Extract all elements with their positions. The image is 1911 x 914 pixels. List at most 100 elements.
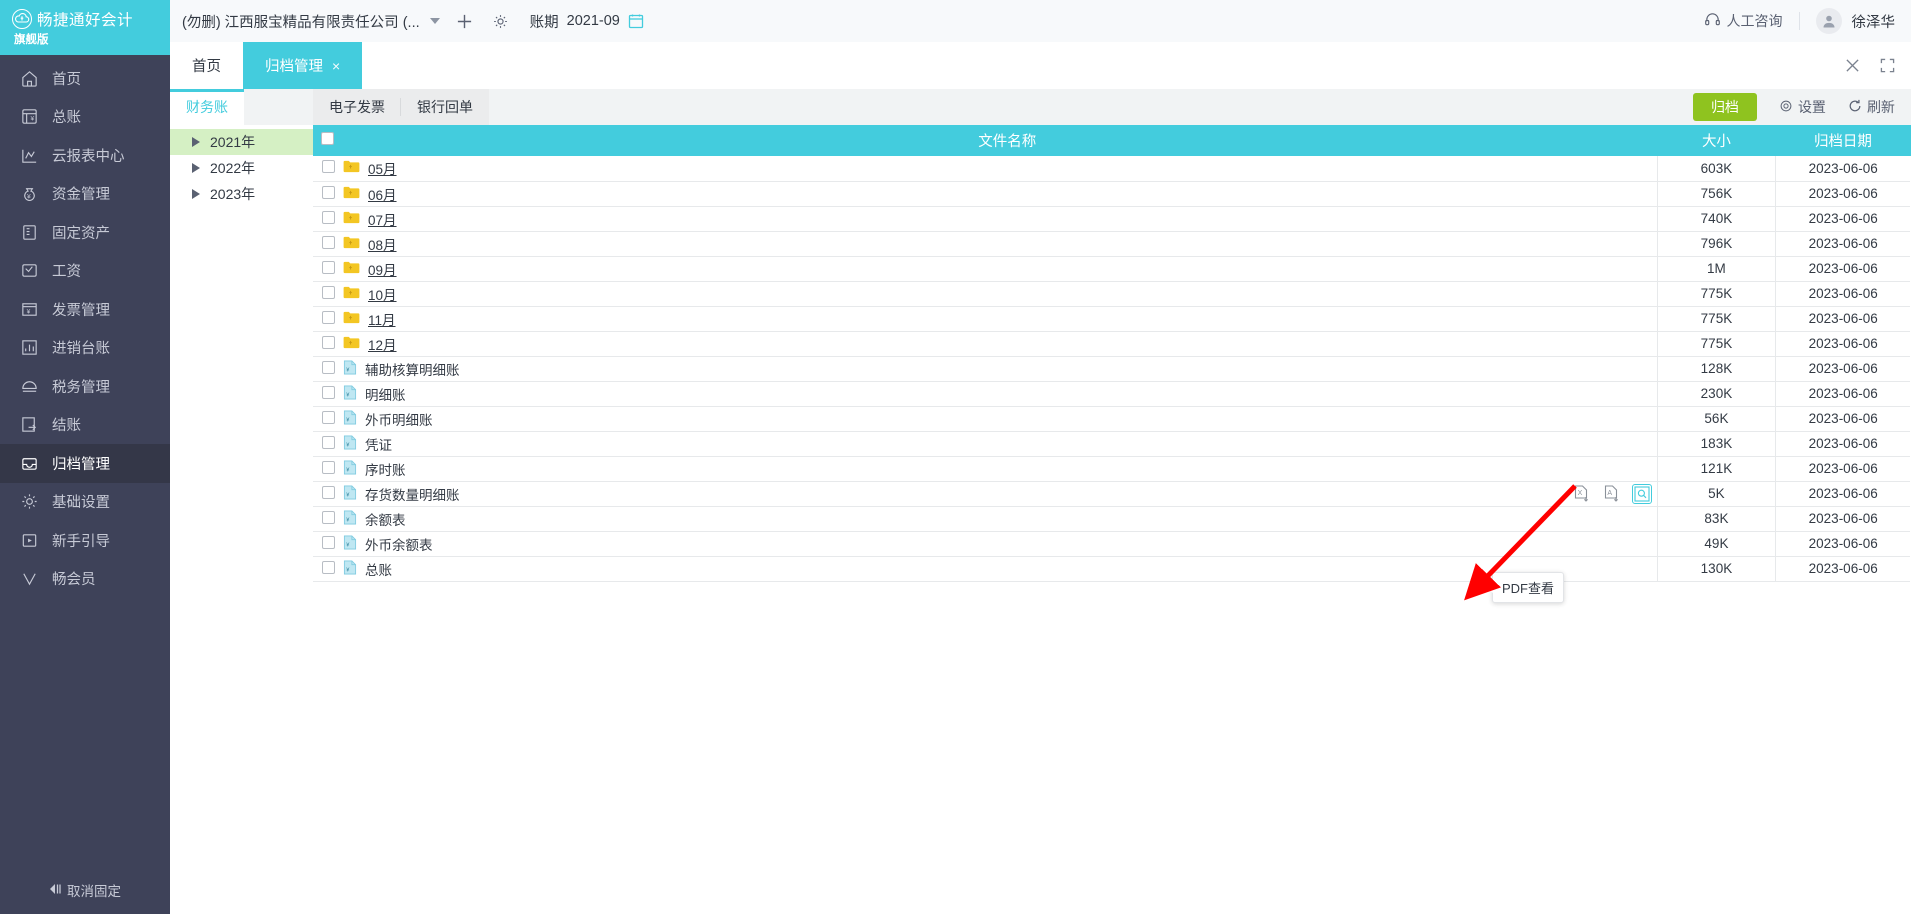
calendar-icon[interactable] [628, 13, 644, 29]
sidebar-item-label: 资金管理 [52, 187, 110, 204]
sidebar-item-cloud-report[interactable]: 云报表中心 [0, 136, 170, 175]
company-selector[interactable]: (勿删) 江西服宝精品有限责任公司 (... [182, 11, 440, 32]
table-row[interactable]: 07月 740K 2023-06-06 [313, 206, 1911, 232]
row-checkbox[interactable] [321, 185, 335, 199]
period-selector[interactable]: 账期 2021-09 [530, 11, 644, 32]
row-checkbox[interactable] [321, 410, 335, 424]
archive-date: 2023-06-06 [1774, 406, 1911, 432]
row-checkbox[interactable] [321, 210, 335, 224]
archive-button[interactable]: 归档 [1692, 93, 1757, 121]
row-checkbox[interactable] [321, 335, 335, 349]
file-name[interactable]: 存货数量明细账 [365, 487, 460, 503]
sidebar-item-stock-ledger[interactable]: 进销台账 [0, 329, 170, 368]
chevron-right-icon[interactable] [192, 137, 200, 147]
sidebar-item-archive-management[interactable]: 归档管理 [0, 444, 170, 483]
column-header-date[interactable]: 归档日期 [1775, 125, 1911, 156]
file-name[interactable]: 05月 [368, 162, 397, 178]
file-name[interactable]: 总账 [365, 562, 392, 578]
support-button[interactable]: 人工咨询 [1704, 11, 1783, 31]
sidebar-item-payroll[interactable]: 工资 [0, 252, 170, 291]
subtab-e-invoice[interactable]: 电子发票 [313, 89, 401, 125]
file-name[interactable]: 辅助核算明细账 [365, 362, 460, 378]
sidebar-item-checkout[interactable]: 结账 [0, 406, 170, 445]
sidebar-item-home[interactable]: 首页 [0, 59, 170, 98]
table-row[interactable]: ¥ 外币余额表 49K 2023-06-06 [313, 531, 1911, 557]
user-menu[interactable]: 徐泽华 [1815, 8, 1895, 34]
row-checkbox[interactable] [321, 235, 335, 249]
file-name[interactable]: 06月 [368, 187, 397, 203]
table-row[interactable]: 06月 756K 2023-06-06 [313, 181, 1911, 207]
table-row[interactable]: 10月 775K 2023-06-06 [313, 281, 1911, 307]
row-checkbox[interactable] [321, 460, 335, 474]
chevron-right-icon[interactable] [192, 163, 200, 173]
fullscreen-icon[interactable] [1880, 58, 1895, 73]
refresh-button[interactable]: 刷新 [1848, 97, 1895, 117]
close-icon[interactable] [1845, 58, 1860, 73]
file-name[interactable]: 凭证 [365, 437, 392, 453]
select-all-checkbox[interactable] [321, 132, 335, 145]
column-header-size[interactable]: 大小 [1657, 125, 1776, 156]
row-checkbox[interactable] [321, 560, 335, 574]
file-name[interactable]: 余额表 [365, 512, 406, 528]
sidebar-item-tax-management[interactable]: 税务管理 [0, 367, 170, 406]
sidebar-item-general-ledger[interactable]: ¥ 总账 [0, 98, 170, 137]
file-name[interactable]: 08月 [368, 237, 397, 253]
sidebar-item-fund-management[interactable]: ¥ 资金管理 [0, 175, 170, 214]
table-row[interactable]: 05月 603K 2023-06-06 [313, 156, 1911, 182]
excel-download-icon[interactable]: X [1573, 484, 1591, 503]
table-row[interactable]: ¥ 外币明细账 56K 2023-06-06 [313, 406, 1911, 432]
add-account-set-icon[interactable] [454, 10, 476, 32]
table-row[interactable]: ¥ 凭证 183K 2023-06-06 [313, 431, 1911, 457]
table-row[interactable]: ¥ 存货数量明细账 X A 5K 2023-06-06 [313, 481, 1911, 507]
table-row[interactable]: 12月 775K 2023-06-06 [313, 331, 1911, 357]
file-name[interactable]: 序时账 [365, 462, 406, 478]
file-name[interactable]: 11月 [368, 312, 396, 328]
table-row[interactable]: ¥ 余额表 83K 2023-06-06 [313, 506, 1911, 532]
tree-node-2022[interactable]: 2022年 [170, 155, 313, 181]
subtab-bank-receipt[interactable]: 银行回单 [401, 89, 489, 125]
table-row[interactable]: ¥ 总账 130K 2023-06-06 [313, 556, 1911, 582]
row-checkbox[interactable] [321, 435, 335, 449]
table-row[interactable]: 09月 1M 2023-06-06 [313, 256, 1911, 282]
tab-archive-management[interactable]: 归档管理 × [243, 42, 363, 89]
table-row[interactable]: ¥ 明细账 230K 2023-06-06 [313, 381, 1911, 407]
file-name[interactable]: 10月 [368, 287, 397, 303]
row-checkbox[interactable] [321, 160, 335, 174]
pdf-preview-icon[interactable] [1631, 483, 1652, 504]
tree-node-2023[interactable]: 2023年 [170, 181, 313, 207]
file-name[interactable]: 外币明细账 [365, 412, 433, 428]
file-name[interactable]: 07月 [368, 212, 397, 228]
file-name[interactable]: 12月 [368, 337, 397, 353]
sidebar-item-vip-member[interactable]: 畅会员 [0, 560, 170, 599]
row-checkbox[interactable] [321, 385, 335, 399]
subtab-financial-books[interactable]: 财务账 [170, 89, 244, 125]
tree-node-2021[interactable]: 2021年 [170, 129, 313, 155]
file-name[interactable]: 明细账 [365, 387, 406, 403]
sidebar-item-beginner-guide[interactable]: 新手引导 [0, 521, 170, 560]
table-row[interactable]: ¥ 序时账 121K 2023-06-06 [313, 456, 1911, 482]
folder-icon [343, 336, 360, 352]
sidebar-item-fixed-assets[interactable]: 固定资产 [0, 213, 170, 252]
column-header-name[interactable]: 文件名称 [343, 125, 1658, 156]
pdf-download-icon[interactable]: A [1603, 484, 1621, 503]
row-checkbox[interactable] [321, 510, 335, 524]
file-name[interactable]: 外币余额表 [365, 537, 433, 553]
tab-home[interactable]: 首页 [170, 42, 243, 89]
settings-gear-icon[interactable] [490, 10, 512, 32]
row-checkbox[interactable] [321, 285, 335, 299]
table-row[interactable]: 08月 796K 2023-06-06 [313, 231, 1911, 257]
close-icon[interactable]: × [332, 57, 341, 74]
row-checkbox[interactable] [321, 260, 335, 274]
sidebar-item-invoice-management[interactable]: ¥ 发票管理 [0, 290, 170, 329]
chevron-right-icon[interactable] [192, 189, 200, 199]
row-checkbox[interactable] [321, 485, 335, 499]
table-row[interactable]: ¥ 辅助核算明细账 128K 2023-06-06 [313, 356, 1911, 382]
sidebar-collapse-toggle[interactable]: 取消固定 [0, 870, 170, 910]
file-name[interactable]: 09月 [368, 262, 397, 278]
row-checkbox[interactable] [321, 535, 335, 549]
sidebar-item-basic-settings[interactable]: 基础设置 [0, 483, 170, 522]
settings-button[interactable]: 设置 [1779, 97, 1826, 117]
row-checkbox[interactable] [321, 360, 335, 374]
row-checkbox[interactable] [321, 310, 335, 324]
table-row[interactable]: 11月 775K 2023-06-06 [313, 306, 1911, 332]
